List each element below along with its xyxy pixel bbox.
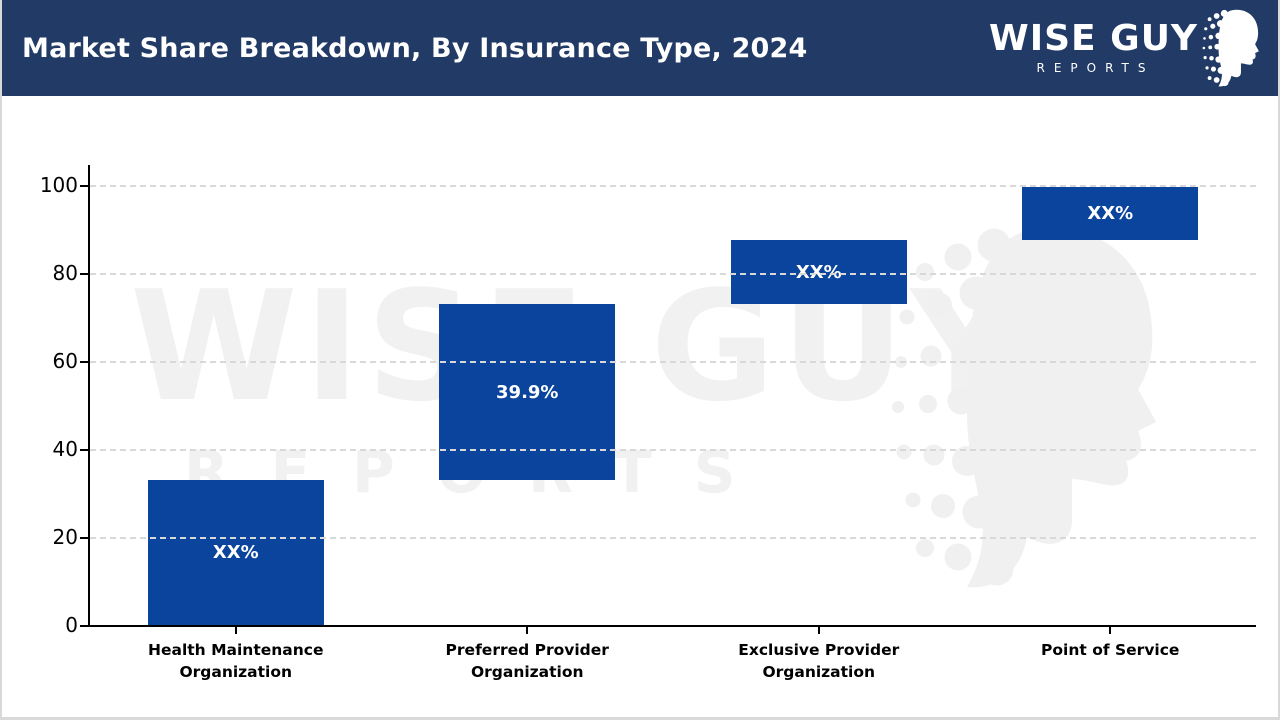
category-label: Exclusive Provider Organization bbox=[738, 641, 900, 681]
y-tick-label: 60 bbox=[52, 349, 78, 373]
gridline bbox=[90, 449, 1256, 451]
page-title: Market Share Breakdown, By Insurance Typ… bbox=[22, 32, 808, 64]
x-tick-mark bbox=[1109, 627, 1112, 634]
bar-segment: XX% bbox=[147, 479, 324, 626]
y-tick-mark bbox=[80, 537, 88, 539]
y-tick-mark bbox=[80, 625, 88, 627]
y-tick-label: 20 bbox=[52, 525, 78, 549]
gridline bbox=[90, 537, 1256, 539]
watermark-face-icon bbox=[880, 212, 1180, 602]
brand-name: WISE GUY bbox=[988, 18, 1198, 59]
category-label: Point of Service bbox=[1041, 641, 1180, 659]
brand-logo-text: WISE GUY REPORTS bbox=[988, 18, 1198, 76]
y-tick-label: 0 bbox=[65, 613, 78, 637]
bar-segment: XX% bbox=[730, 239, 907, 305]
y-tick-mark bbox=[80, 273, 88, 275]
y-tick-label: 40 bbox=[52, 437, 78, 461]
gridline bbox=[90, 185, 1256, 187]
bar-segment: XX% bbox=[1022, 187, 1199, 240]
y-tick-mark bbox=[80, 361, 88, 363]
brand-logo: WISE GUY REPORTS bbox=[989, 6, 1264, 90]
x-tick-mark bbox=[526, 627, 529, 634]
category-label: Health Maintenance Organization bbox=[148, 641, 324, 681]
y-tick-label: 80 bbox=[52, 261, 78, 285]
brand-face-icon bbox=[1200, 6, 1264, 90]
bar-value-label: XX% bbox=[212, 542, 259, 564]
y-tick-mark bbox=[80, 185, 88, 187]
bar-segment: 39.9% bbox=[439, 304, 616, 480]
bar-value-label: XX% bbox=[1087, 202, 1134, 224]
x-tick-mark bbox=[234, 627, 237, 634]
gridline bbox=[90, 273, 1256, 275]
y-tick-label: 100 bbox=[39, 173, 78, 197]
y-axis-spine bbox=[88, 165, 90, 627]
y-tick-mark bbox=[80, 449, 88, 451]
category-label: Preferred Provider Organization bbox=[445, 641, 609, 681]
bar-value-label: 39.9% bbox=[496, 381, 559, 403]
bar-value-label: XX% bbox=[795, 261, 842, 283]
header-bar: Market Share Breakdown, By Insurance Typ… bbox=[2, 0, 1278, 96]
gridline bbox=[90, 361, 1256, 363]
brand-subname: REPORTS bbox=[1036, 61, 1155, 75]
x-axis-spine bbox=[88, 625, 1256, 627]
x-tick-mark bbox=[817, 627, 820, 634]
